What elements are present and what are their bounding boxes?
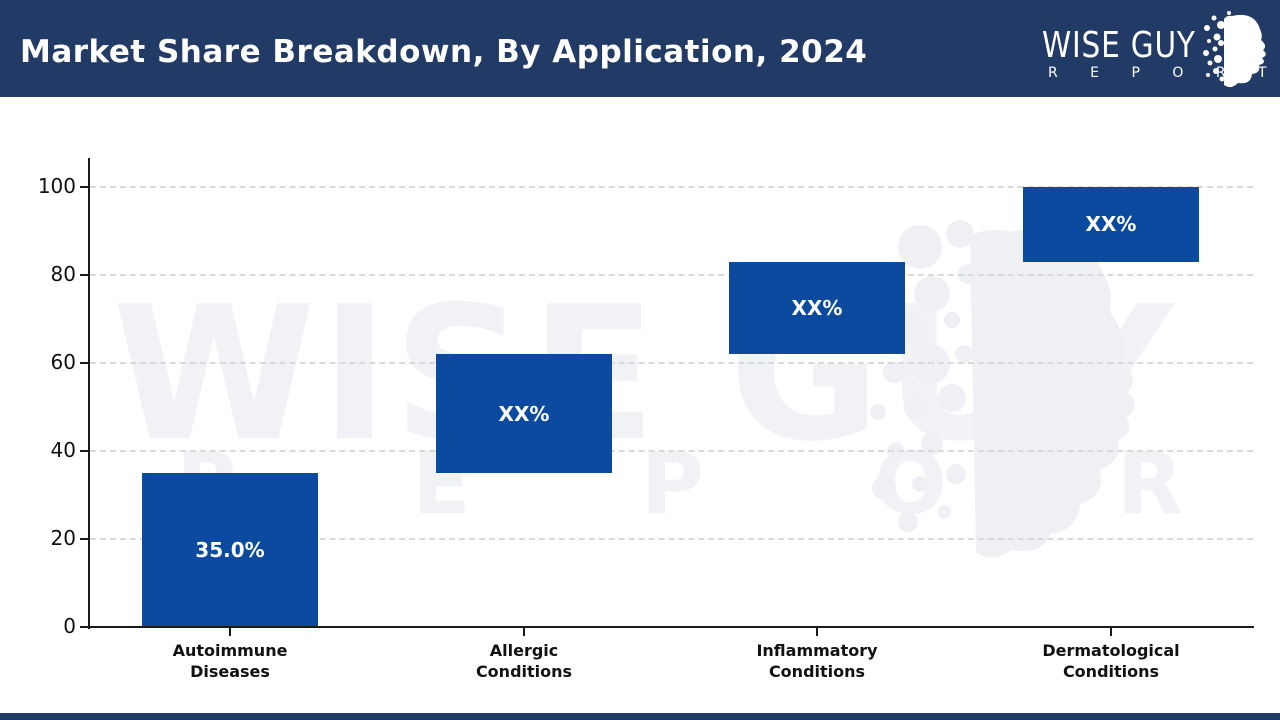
x-axis-line xyxy=(88,626,1254,628)
bar-value-label: XX% xyxy=(791,295,843,320)
bar-segment-4: XX% xyxy=(1023,187,1199,262)
x-category-label-3: Inflammatory Conditions xyxy=(707,640,927,682)
y-tick-label-0: 0 xyxy=(63,614,76,638)
y-tickmark-40 xyxy=(80,450,89,452)
x-tickmark-2 xyxy=(523,628,525,636)
gridline-60 xyxy=(90,362,1253,364)
x-category-line1: Allergic xyxy=(489,641,559,660)
chart-title: Market Share Breakdown, By Application, … xyxy=(20,34,868,70)
bar-segment-3: XX% xyxy=(729,261,905,355)
y-tickmark-20 xyxy=(80,538,89,540)
gridline-20 xyxy=(90,538,1253,540)
logo-head-profile-icon xyxy=(1203,11,1266,88)
y-tick-label-60: 60 xyxy=(50,350,76,374)
x-category-label-2: Allergic Conditions xyxy=(414,640,634,682)
y-tick-label-80: 80 xyxy=(50,262,76,286)
gridline-80 xyxy=(90,274,1253,276)
y-tickmark-0 xyxy=(80,626,89,628)
x-tickmark-1 xyxy=(229,628,231,636)
bar-segment-2: XX% xyxy=(436,354,612,473)
x-category-line2: Conditions xyxy=(475,662,573,681)
bar-value-label: 35.0% xyxy=(195,538,265,562)
footer-bar xyxy=(0,713,1280,720)
y-tickmark-100 xyxy=(80,186,89,188)
x-category-line1: Autoimmune xyxy=(172,641,288,660)
x-tickmark-4 xyxy=(1110,628,1112,636)
x-category-line2: Conditions xyxy=(1062,662,1160,681)
x-category-line1: Inflammatory xyxy=(756,641,878,660)
y-axis-line xyxy=(88,158,90,629)
y-tick-label-20: 20 xyxy=(50,526,76,550)
x-category-label-1: Autoimmune Diseases xyxy=(120,640,340,682)
header-bar: Market Share Breakdown, By Application, … xyxy=(0,0,1280,97)
watermark-head-profile xyxy=(870,220,1135,558)
bar-segment-1: 35.0% xyxy=(142,473,318,627)
y-tickmark-80 xyxy=(80,274,89,276)
x-category-line2: Conditions xyxy=(768,662,866,681)
wise-guy-logo: WISE GUY R E P O R T S xyxy=(1040,4,1280,94)
x-category-line2: Diseases xyxy=(190,662,270,681)
bar-value-label: XX% xyxy=(498,401,550,426)
x-category-line1: Dermatological xyxy=(1042,641,1180,660)
y-tick-label-100: 100 xyxy=(37,174,76,198)
x-tickmark-3 xyxy=(816,628,818,636)
y-tick-label-40: 40 xyxy=(50,438,76,462)
logo-wordmark: WISE GUY xyxy=(1042,25,1196,66)
bar-value-label: XX% xyxy=(1085,212,1137,237)
gridline-40 xyxy=(90,450,1253,452)
x-category-label-4: Dermatological Conditions xyxy=(1001,640,1221,682)
gridline-100 xyxy=(90,186,1253,188)
y-tickmark-60 xyxy=(80,362,89,364)
